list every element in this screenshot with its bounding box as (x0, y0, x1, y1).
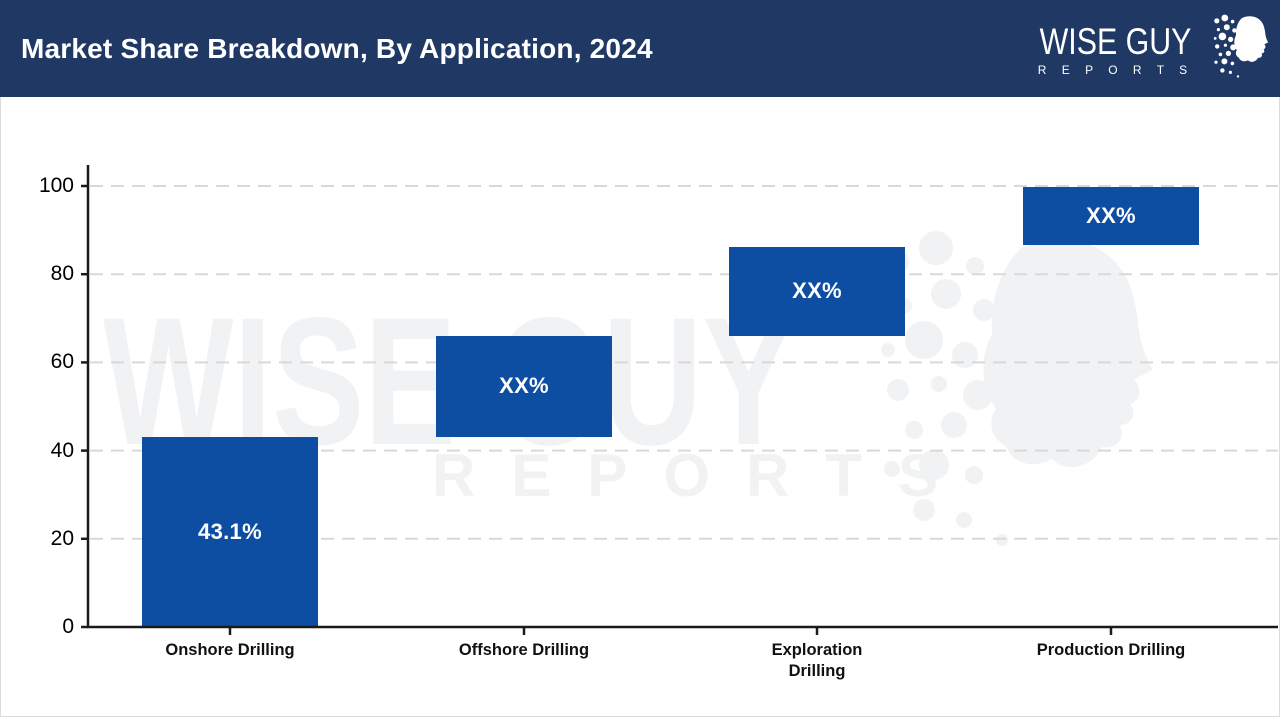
watermark-subtitle: REPORTS (432, 442, 975, 509)
y-tick-label: 80 (50, 262, 74, 286)
y-tick-label: 100 (38, 174, 74, 197)
wise-guy-logo: WISE GUY R E P O R T S (1023, 4, 1274, 94)
x-category-label: Production Drilling (1036, 641, 1186, 659)
y-tick-label: 0 (62, 615, 74, 638)
bar-exploration-drilling: XX% (729, 246, 905, 336)
x-category-label: Exploration Drilling (771, 641, 863, 680)
x-category-label: Offshore Drilling (458, 641, 590, 659)
y-tick-label: 60 (50, 350, 74, 374)
watermark-head-icon (881, 231, 1153, 546)
bar-value-label: XX% (499, 373, 549, 399)
bar-onshore-drilling: 43.1% (142, 436, 318, 627)
bar-production-drilling: XX% (1023, 186, 1199, 246)
y-tick-label: 40 (50, 438, 74, 462)
logo-subtitle: R E P O R T S (1037, 62, 1194, 77)
header-bar: Market Share Breakdown, By Application, … (0, 0, 1280, 97)
logo-text: WISE GUY R E P O R T S (1023, 23, 1208, 76)
page-title: Market Share Breakdown, By Application, … (21, 32, 653, 64)
x-category-label: Onshore Drilling (165, 641, 295, 659)
bar-value-label: 43.1% (198, 518, 262, 544)
logo-wordmark: WISE GUY (1039, 20, 1192, 62)
bar-value-label: XX% (792, 278, 842, 304)
logo-head-icon (1213, 14, 1269, 78)
bar-offshore-drilling: XX% (436, 335, 612, 437)
bar-value-label: XX% (1086, 202, 1136, 228)
y-tick-label: 20 (50, 526, 74, 550)
